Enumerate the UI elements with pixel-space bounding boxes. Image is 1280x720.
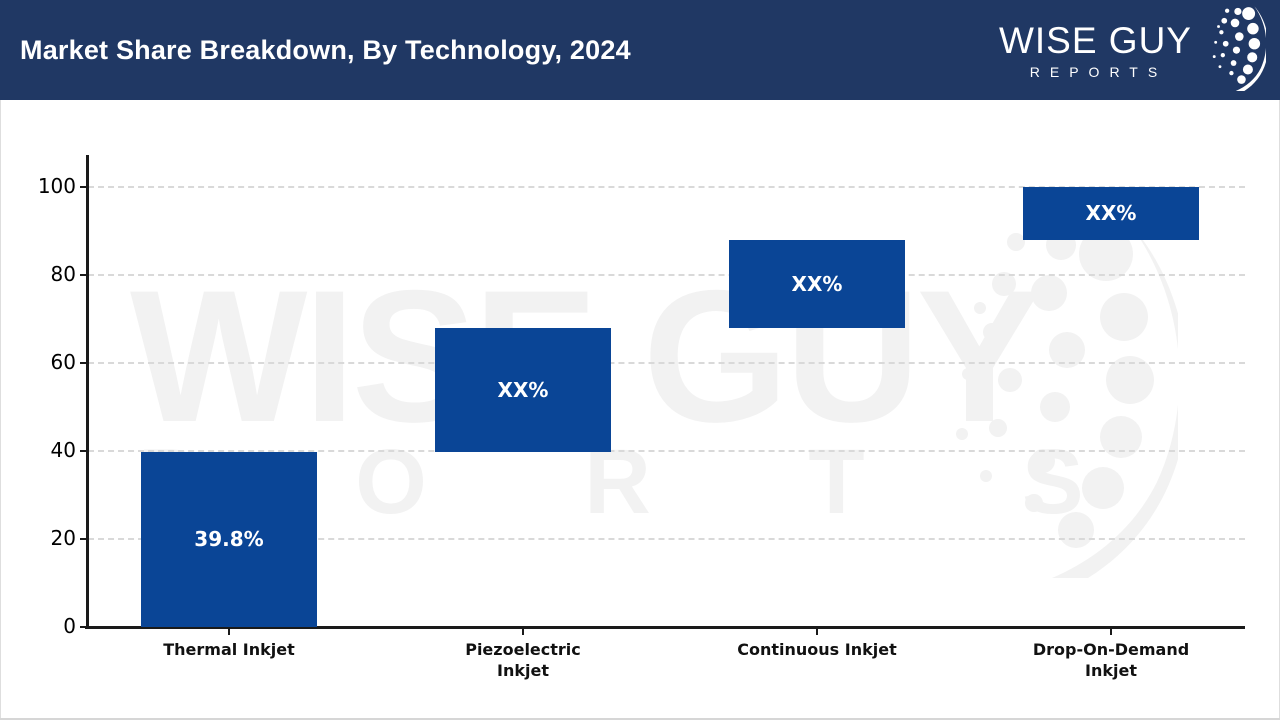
gridline-60 [88, 362, 1245, 364]
y-tickmark-80 [80, 274, 88, 276]
gridline-100 [88, 186, 1245, 188]
header-bar: Market Share Breakdown, By Technology, 2… [0, 0, 1280, 100]
bar-piezoelectric-inkjet: XX% [435, 327, 611, 452]
y-tickmark-20 [80, 538, 88, 540]
y-tick-label-80: 80 [50, 262, 76, 286]
x-tickmark-thermal-inkjet [228, 628, 230, 635]
x-tickmark-piezoelectric-inkjet [522, 628, 524, 635]
page-title: Market Share Breakdown, By Technology, 2… [20, 34, 631, 65]
y-axis-line [86, 155, 89, 629]
logo-face-icon [1194, 5, 1268, 95]
logo-text: WISE GUY REPORTS [999, 22, 1192, 79]
x-tickmark-drop-on-demand-inkjet [1110, 628, 1112, 635]
bar-drop-on-demand-inkjet: XX% [1023, 187, 1199, 240]
watermark-face-icon [878, 212, 1184, 588]
bar-value-label: XX% [1085, 201, 1137, 226]
y-tick-label-40: 40 [50, 438, 76, 462]
y-tickmark-0 [80, 626, 88, 628]
logo-subtext: REPORTS [1029, 63, 1168, 80]
y-tick-label-100: 100 [37, 174, 76, 198]
x-tickmark-continuous-inkjet [816, 628, 818, 635]
bar-value-label: XX% [791, 271, 843, 296]
category-label-continuous-inkjet: Continuous Inkjet [737, 640, 897, 659]
y-tick-label-20: 20 [50, 526, 76, 550]
gridline-80 [88, 274, 1245, 276]
bar-continuous-inkjet: XX% [729, 239, 905, 328]
wise-guy-reports-logo: WISE GUY REPORTS [999, 5, 1268, 95]
y-tick-label-0: 0 [63, 614, 76, 638]
category-label-drop-on-demand-inkjet: Drop-On-Demand Inkjet [1032, 640, 1190, 680]
bar-value-label: XX% [497, 377, 549, 402]
y-tickmark-100 [80, 186, 88, 188]
gridline-20 [88, 538, 1245, 540]
gridline-40 [88, 450, 1245, 452]
bar-value-label: 39.8% [194, 527, 264, 552]
bar-thermal-inkjet: 39.8% [141, 451, 317, 627]
y-tick-label-60: 60 [50, 350, 76, 374]
y-tickmark-40 [80, 450, 88, 452]
category-label-thermal-inkjet: Thermal Inkjet [163, 640, 295, 659]
category-label-piezoelectric-inkjet: Piezoelectric Inkjet [465, 640, 581, 680]
x-axis-line [85, 626, 1245, 629]
logo-wordmark: WISE GUY [998, 19, 1192, 61]
y-tickmark-60 [80, 362, 88, 364]
